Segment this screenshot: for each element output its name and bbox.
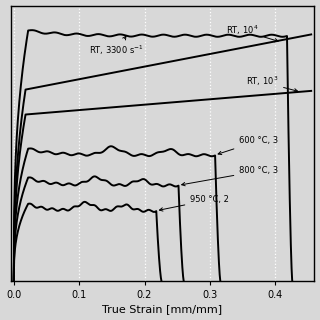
Text: 800 °C, 3: 800 °C, 3 — [182, 166, 278, 186]
X-axis label: True Strain [mm/mm]: True Strain [mm/mm] — [102, 304, 222, 315]
Text: RT, 10$^3$: RT, 10$^3$ — [246, 75, 298, 92]
Text: 950 °C, 2: 950 °C, 2 — [159, 195, 229, 211]
Text: RT, 10$^4$: RT, 10$^4$ — [226, 24, 278, 42]
Text: RT, 3300 s$^{-1}$: RT, 3300 s$^{-1}$ — [89, 36, 144, 57]
Text: 600 °C, 3: 600 °C, 3 — [218, 136, 278, 155]
